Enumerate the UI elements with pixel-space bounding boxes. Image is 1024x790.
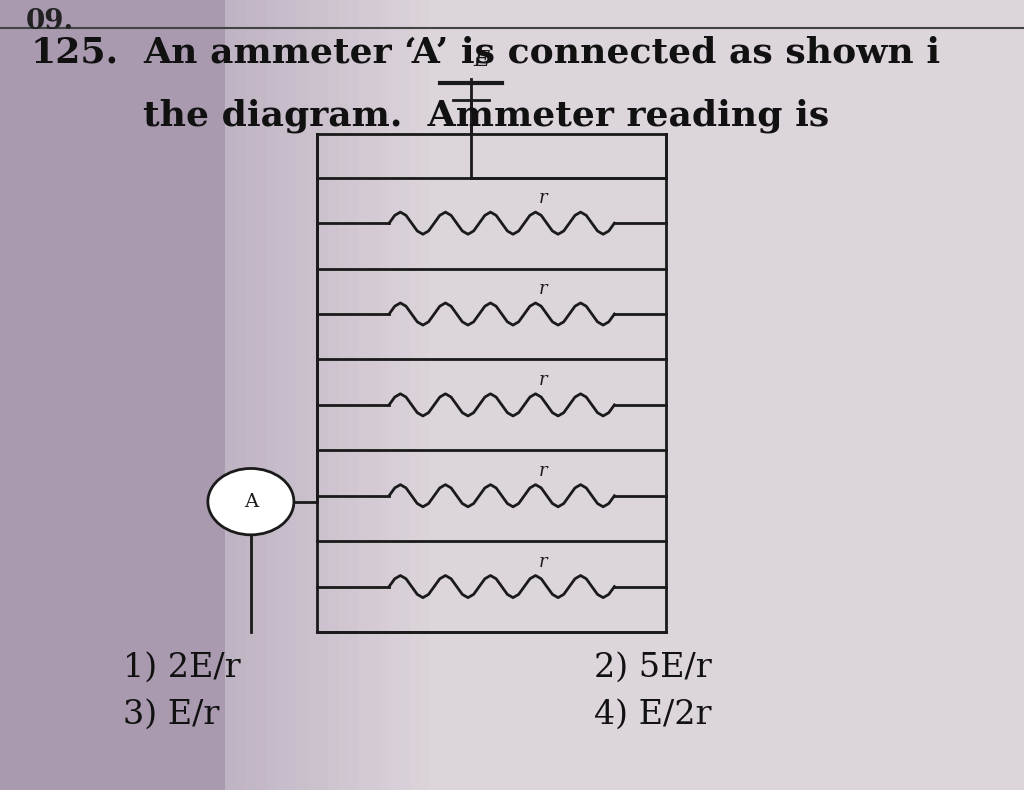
- Text: r: r: [539, 462, 547, 480]
- Bar: [0, 0, 225, 790]
- Bar: [266, 0, 276, 790]
- Text: r: r: [539, 280, 547, 299]
- Text: An ammeter ‘A’ is connected as shown i: An ammeter ‘A’ is connected as shown i: [143, 36, 940, 70]
- Bar: [399, 0, 410, 790]
- Bar: [420, 0, 430, 790]
- Text: E: E: [473, 49, 489, 71]
- Bar: [317, 0, 328, 790]
- Text: r: r: [539, 371, 547, 389]
- Text: 3) E/r: 3) E/r: [123, 698, 219, 731]
- Bar: [225, 0, 236, 790]
- Bar: [246, 0, 256, 790]
- Bar: [369, 0, 379, 790]
- Bar: [338, 0, 348, 790]
- Text: 09.: 09.: [26, 8, 74, 35]
- Text: the diagram.  Ammeter reading is: the diagram. Ammeter reading is: [143, 99, 829, 134]
- Text: 4) E/2r: 4) E/2r: [594, 698, 712, 731]
- Text: 125.: 125.: [31, 36, 119, 70]
- Bar: [348, 0, 358, 790]
- Text: r: r: [539, 190, 547, 207]
- Bar: [328, 0, 338, 790]
- Bar: [307, 0, 317, 790]
- Text: 2) 5E/r: 2) 5E/r: [594, 651, 712, 683]
- Circle shape: [208, 468, 294, 535]
- Bar: [276, 0, 287, 790]
- Bar: [379, 0, 389, 790]
- Text: A: A: [244, 493, 258, 510]
- Bar: [389, 0, 399, 790]
- Bar: [236, 0, 246, 790]
- Bar: [410, 0, 420, 790]
- Text: 1) 2E/r: 1) 2E/r: [123, 651, 241, 683]
- Bar: [287, 0, 297, 790]
- Text: r: r: [539, 553, 547, 570]
- Bar: [297, 0, 307, 790]
- Bar: [256, 0, 266, 790]
- Bar: [358, 0, 369, 790]
